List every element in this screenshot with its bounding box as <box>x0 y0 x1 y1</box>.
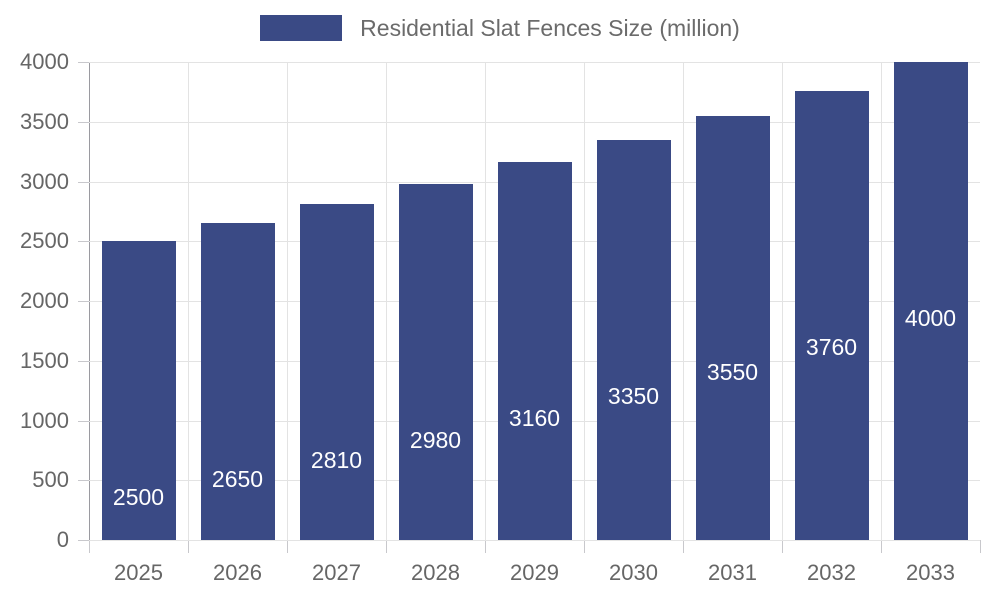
gridline-vertical <box>782 62 783 540</box>
y-tick-label: 4000 <box>20 49 69 74</box>
y-tick-label: 0 <box>56 527 69 552</box>
x-tick-mark <box>881 540 882 553</box>
x-tick-mark <box>584 540 585 553</box>
gridline-horizontal <box>89 62 980 63</box>
bar-value-label: 3550 <box>706 358 759 385</box>
bar-value-label: 2810 <box>310 447 363 474</box>
legend-swatch-icon <box>260 15 343 41</box>
gridline-vertical <box>188 62 189 540</box>
y-tick-mark <box>78 360 89 362</box>
bar[interactable] <box>893 62 968 540</box>
y-tick-mark <box>78 540 89 541</box>
x-tick-mark <box>782 540 783 553</box>
gridline-vertical <box>386 62 387 540</box>
x-tick-label: 2025 <box>114 560 163 585</box>
gridline-horizontal <box>89 121 980 123</box>
plot-area: 2500 2650 2810 2980 3160 3350 3550 3760 4000 <box>89 62 980 541</box>
y-tick-mark <box>78 301 89 302</box>
y-tick-label: 500 <box>32 467 69 493</box>
y-tick-mark <box>78 121 89 123</box>
x-tick-mark <box>485 540 486 553</box>
x-tick-mark <box>980 540 981 553</box>
gridline-vertical <box>683 62 684 540</box>
x-tick-mark <box>683 540 684 553</box>
bar[interactable] <box>398 183 473 540</box>
bar-value-label: 4000 <box>904 305 957 331</box>
y-tick-label: 3500 <box>20 108 69 134</box>
gridline-vertical <box>287 62 288 540</box>
x-tick-label: 2026 <box>213 560 262 585</box>
x-tick-label: 2030 <box>609 560 658 585</box>
x-tick-label: 2032 <box>807 560 856 585</box>
y-tick-mark <box>78 420 89 422</box>
x-tick-mark <box>287 540 288 553</box>
bar-value-label: 2650 <box>211 466 264 493</box>
bar[interactable] <box>101 241 176 540</box>
bar-value-label: 2500 <box>112 484 165 511</box>
bar[interactable] <box>794 90 869 540</box>
x-tick-label: 2029 <box>510 560 559 585</box>
y-tick-label: 3000 <box>20 168 69 194</box>
bar[interactable] <box>497 162 572 540</box>
y-tick-label: 1500 <box>20 347 69 373</box>
y-tick-label: 2500 <box>20 228 69 254</box>
x-tick-label: 2027 <box>312 560 361 585</box>
bar-value-label: 3160 <box>508 405 561 432</box>
x-tick-mark <box>188 540 189 553</box>
x-tick-mark <box>386 540 387 553</box>
chart-legend: Residential Slat Fences Size (million) <box>0 10 1000 46</box>
bar-value-label: 3350 <box>607 382 660 409</box>
x-tick-label: 2033 <box>906 560 955 585</box>
gridline-horizontal <box>89 540 980 541</box>
x-tick-label: 2028 <box>411 560 460 585</box>
y-tick-mark <box>78 480 89 482</box>
bar[interactable] <box>695 115 770 540</box>
x-tick-mark <box>89 540 90 553</box>
x-tick-label: 2031 <box>708 560 757 585</box>
y-tick-mark <box>78 181 89 183</box>
bar[interactable] <box>200 223 275 540</box>
bar-value-label: 3760 <box>805 333 858 360</box>
bar-value-label: 2980 <box>409 426 462 453</box>
y-tick-label: 2000 <box>20 288 69 313</box>
y-tick-mark <box>78 241 89 243</box>
y-tick-mark <box>78 62 89 63</box>
gridline-vertical <box>485 62 486 540</box>
gridline-vertical <box>881 62 882 540</box>
legend-item-label: Residential Slat Fences Size (million) <box>360 14 740 41</box>
y-axis-line <box>89 62 90 552</box>
bar[interactable] <box>596 139 671 540</box>
legend-item-residential-slat-fences-size[interactable]: Residential Slat Fences Size (million) <box>260 15 740 41</box>
gridline-vertical <box>584 62 585 540</box>
y-tick-label: 1000 <box>20 407 69 433</box>
bar[interactable] <box>299 204 374 540</box>
